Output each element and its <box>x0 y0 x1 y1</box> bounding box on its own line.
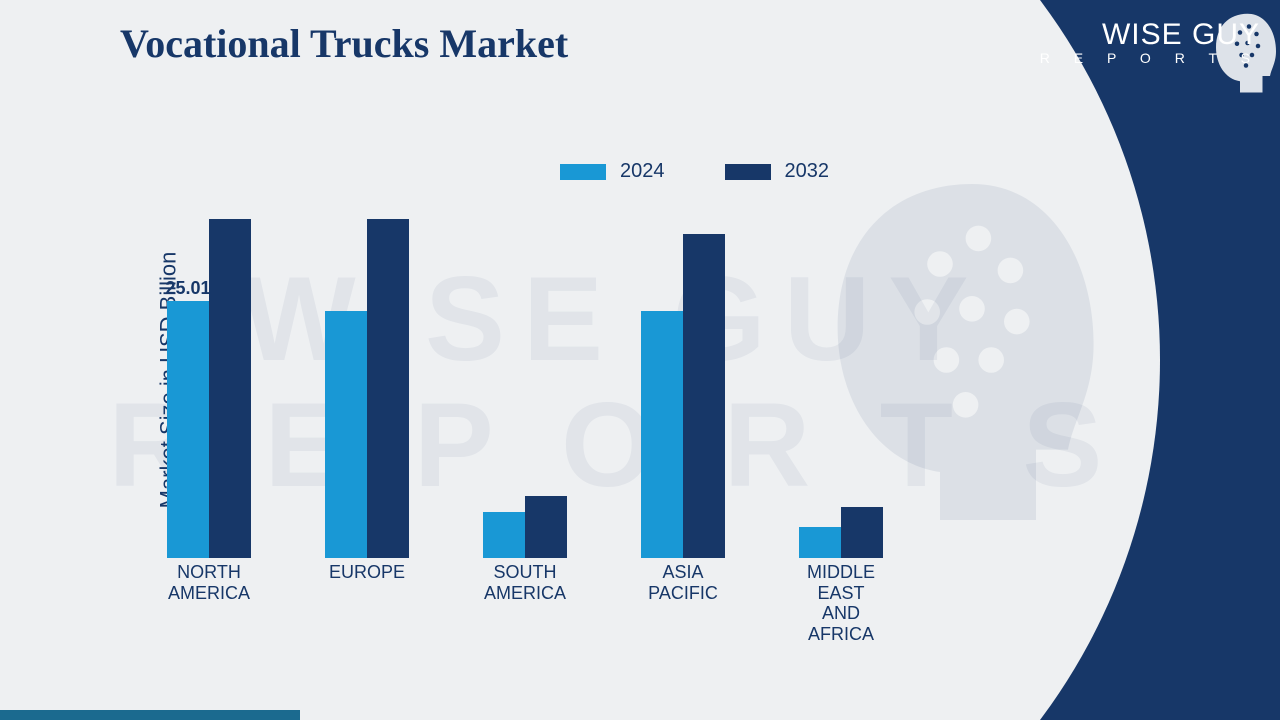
brand-line1: WISE GUY <box>1040 18 1260 52</box>
x-axis-label: NORTH AMERICA <box>139 562 279 603</box>
legend-swatch-2024 <box>560 164 606 180</box>
bar-group <box>149 219 269 558</box>
legend-item-2024: 2024 <box>560 160 665 183</box>
bottom-accent-bar <box>0 710 300 720</box>
legend-item-2032: 2032 <box>725 160 830 183</box>
bar-group <box>623 234 743 558</box>
bar <box>209 219 251 558</box>
legend-label-2032: 2032 <box>785 160 830 183</box>
legend-swatch-2032 <box>725 164 771 180</box>
bar-group <box>465 496 585 558</box>
brand-logo: WISE GUY R E P O R T S <box>1040 18 1260 66</box>
bar <box>325 311 367 558</box>
bar <box>367 219 409 558</box>
x-axis-labels: NORTH AMERICA EUROPE SOUTH AMERICA ASIA PAC… <box>130 562 920 702</box>
x-axis-label: MIDDLE EAST AND AFRICA <box>771 562 911 645</box>
brand-line2: R E P O R T S <box>1040 50 1260 66</box>
bar <box>525 496 567 558</box>
bar-group <box>307 219 427 558</box>
legend-label-2024: 2024 <box>620 160 665 183</box>
x-axis-label: SOUTH AMERICA <box>455 562 595 603</box>
chart-area: 25.01 <box>100 198 920 558</box>
legend: 2024 2032 <box>560 160 829 183</box>
x-axis-label: EUROPE <box>297 562 437 583</box>
panel-circular-cutout <box>960 0 1160 720</box>
chart-title: Vocational Trucks Market <box>120 20 568 67</box>
bar <box>683 234 725 558</box>
bar-value-label: 25.01 <box>165 278 210 299</box>
bar <box>167 301 209 558</box>
bar <box>483 512 525 558</box>
plot-area <box>130 198 920 558</box>
x-axis-label: ASIA PACIFIC <box>613 562 753 603</box>
chart-canvas: WISE GUY R E P O R T S WISE GUY R E P O … <box>0 0 1280 720</box>
bar <box>841 507 883 558</box>
bar <box>799 527 841 558</box>
bar-group <box>781 507 901 558</box>
bar <box>641 311 683 558</box>
right-dark-panel <box>960 0 1280 720</box>
